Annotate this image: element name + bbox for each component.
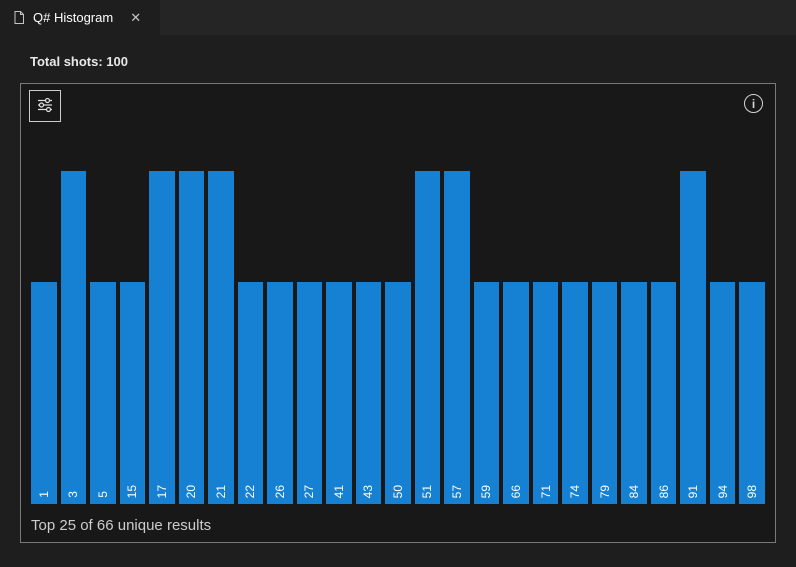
histogram-bar[interactable]: 74 [562, 282, 588, 504]
bar-label: 79 [597, 484, 612, 498]
histogram-bar[interactable]: 20 [178, 171, 205, 504]
bar-label: 57 [449, 484, 464, 498]
bar-label: 91 [686, 484, 701, 498]
histogram-bar[interactable]: 86 [650, 282, 677, 504]
bar-label: 27 [302, 484, 317, 498]
bar-label: 51 [420, 484, 435, 498]
tab-qsharp-histogram[interactable]: Q# Histogram ✕ [0, 0, 160, 35]
bar-label: 3 [66, 491, 81, 498]
bar-label: 71 [538, 484, 553, 498]
settings-button[interactable] [29, 90, 61, 122]
tab-title: Q# Histogram [33, 10, 114, 25]
bar-label: 86 [656, 484, 671, 498]
histogram-bar[interactable]: 50 [385, 282, 411, 504]
results-summary-label: Top 25 of 66 unique results [31, 517, 212, 534]
histogram-panel: i 1 3 5 15 17 20 21 22 26 27 41 43 50 51 57 59 66 71 74 79 8… [20, 83, 776, 543]
bar-label: 66 [509, 484, 523, 498]
bar-label: 50 [390, 484, 405, 498]
panel-header: i [29, 90, 767, 130]
bar-label: 5 [95, 491, 110, 498]
histogram-bar[interactable]: 51 [414, 171, 441, 504]
bar-label: 20 [184, 484, 199, 498]
editor-content: Total shots: 100 i 1 3 5 15 17 20 21 22 26 27 41 43… [0, 54, 796, 543]
bar-label: 1 [36, 491, 51, 498]
bar-label: 98 [745, 484, 760, 498]
bar-label: 59 [479, 484, 494, 498]
histogram-bar[interactable]: 79 [591, 282, 618, 504]
bar-label: 21 [213, 484, 228, 498]
sliders-icon [36, 96, 54, 117]
histogram-bar[interactable]: 22 [237, 282, 264, 504]
bar-label: 43 [361, 484, 376, 498]
histogram-bar[interactable]: 98 [739, 282, 765, 504]
histogram-bar[interactable]: 26 [267, 282, 293, 504]
tab-strip: Q# Histogram ✕ [0, 0, 796, 35]
bar-label: 26 [272, 484, 287, 498]
bar-label: 15 [125, 484, 140, 498]
close-icon[interactable]: ✕ [130, 10, 142, 25]
bar-label: 22 [243, 484, 258, 498]
histogram-bar[interactable]: 27 [296, 282, 323, 504]
bar-label: 41 [331, 484, 346, 498]
histogram-bar[interactable]: 21 [208, 171, 234, 504]
bar-label: 17 [154, 484, 169, 498]
histogram-bar[interactable]: 94 [709, 282, 736, 504]
bar-label: 94 [715, 484, 730, 498]
histogram-bar[interactable]: 43 [355, 282, 382, 504]
histogram-bar[interactable]: 15 [119, 282, 146, 504]
panel-footer: Top 25 of 66 unique results [29, 504, 767, 536]
histogram-bar[interactable]: 84 [621, 282, 647, 504]
histogram-bar[interactable]: 1 [31, 282, 57, 504]
histogram-bar[interactable]: 59 [473, 282, 500, 504]
file-icon [12, 10, 26, 25]
total-shots-label: Total shots: 100 [30, 54, 129, 69]
histogram-bar[interactable]: 17 [149, 171, 175, 504]
histogram-bar[interactable]: 91 [680, 171, 706, 504]
histogram-bar[interactable]: 41 [326, 282, 352, 504]
histogram-bar[interactable]: 71 [532, 282, 559, 504]
bar-label: 84 [627, 484, 642, 498]
histogram-bar[interactable]: 57 [444, 171, 470, 504]
info-icon[interactable]: i [744, 94, 763, 113]
histogram: 1 3 5 15 17 20 21 22 26 27 41 43 50 51 57 59 66 71 74 79 84 8… [29, 130, 767, 504]
histogram-bar[interactable]: 5 [90, 282, 116, 504]
histogram-bar[interactable]: 3 [60, 171, 87, 504]
histogram-bar[interactable]: 66 [503, 282, 529, 504]
bar-label: 74 [568, 484, 583, 498]
